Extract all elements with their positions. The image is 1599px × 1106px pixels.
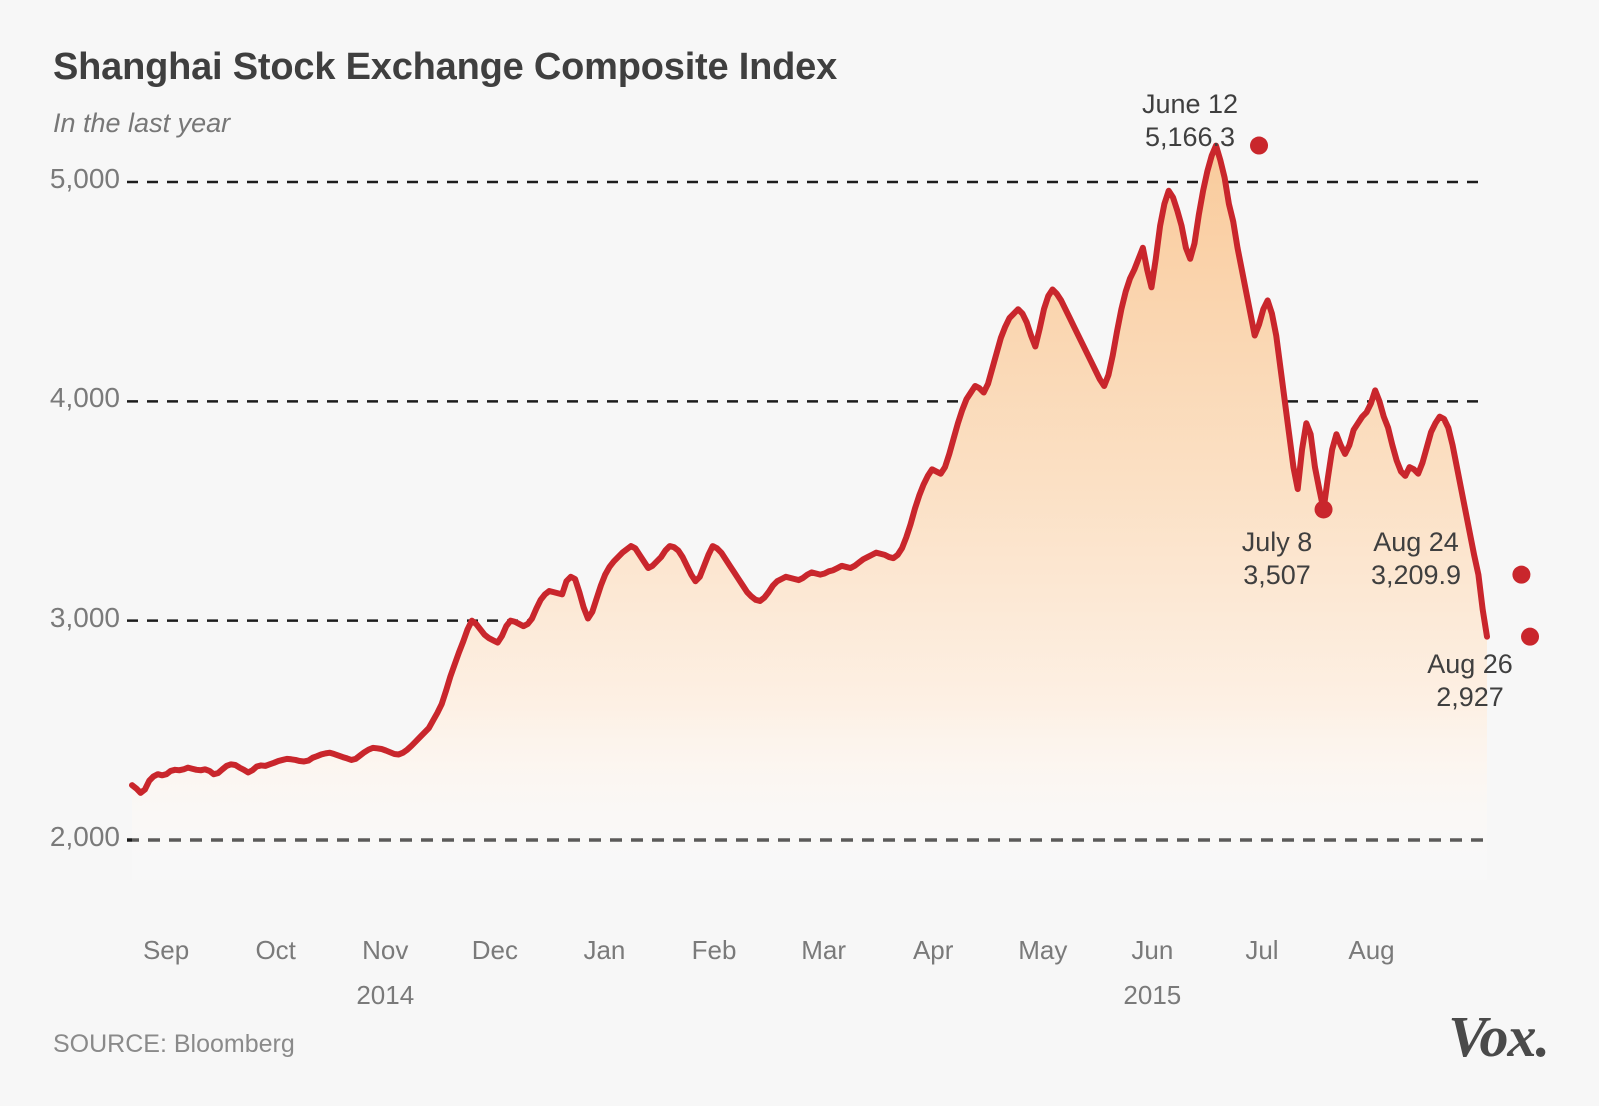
annotation-value: 3,507 (1243, 559, 1311, 590)
x-tick-label-dec: Dec (471, 935, 518, 965)
annotation-value: 3,209.9 (1370, 559, 1462, 590)
source-note: SOURCE: Bloomberg (53, 1030, 295, 1058)
y-tick-label-2000: 2,000 (49, 821, 120, 852)
y-tick-label-3000: 3,000 (49, 601, 120, 633)
annotation-date: Aug 24 (1373, 527, 1459, 557)
annotation-value: 5,166.3 (1144, 121, 1236, 152)
vox-logo: Vox. (1448, 1004, 1550, 1069)
x-tick-label-mar: Mar (801, 935, 846, 965)
annotation-july-low: July 8 3,507 (1182, 526, 1372, 592)
x-tick-label-oct: Oct (255, 935, 296, 965)
annotation-date: Aug 26 (1427, 649, 1513, 679)
marker-aug24 (1512, 565, 1531, 584)
annotation-aug24: Aug 24 3,209.9 (1316, 526, 1516, 592)
marker-peak (1250, 136, 1269, 155)
marker-july-low (1314, 500, 1333, 519)
x-tick-label-jan: Jan (583, 935, 626, 965)
annotation-peak: June 12 5,166.3 (1090, 88, 1290, 154)
series-line (129, 142, 1490, 796)
annotation-date: June 12 (1141, 89, 1239, 119)
x-tick-label-jul: Jul (1245, 935, 1279, 965)
annotation-aug26-close: Aug 26 2,927 (1370, 648, 1570, 714)
marker-aug26-close (1521, 627, 1540, 646)
page-title: Shanghai Stock Exchange Composite Index (53, 46, 838, 88)
annotation-value: 2,927 (1436, 681, 1504, 712)
x-tick-label-aug: Aug (1348, 935, 1395, 965)
area-fill (132, 145, 1487, 893)
annotation-date: July 8 (1241, 527, 1313, 557)
annotation-markers (1250, 136, 1540, 646)
chart-subtitle: In the last year (53, 108, 231, 138)
x-axis-year-2015: 2015 (1123, 980, 1182, 1010)
x-tick-label-sep: Sep (142, 935, 190, 965)
x-tick-label-may: May (1018, 935, 1068, 965)
x-tick-label-jun: Jun (1131, 935, 1174, 965)
x-axis-year-2014: 2014 (356, 980, 415, 1010)
y-tick-label-5000: 5,000 (49, 163, 120, 194)
x-tick-label-apr: Apr (912, 935, 954, 965)
x-tick-label-nov: Nov (362, 935, 409, 965)
y-tick-label-4000: 4,000 (49, 382, 120, 414)
x-tick-label-feb: Feb (691, 935, 737, 965)
